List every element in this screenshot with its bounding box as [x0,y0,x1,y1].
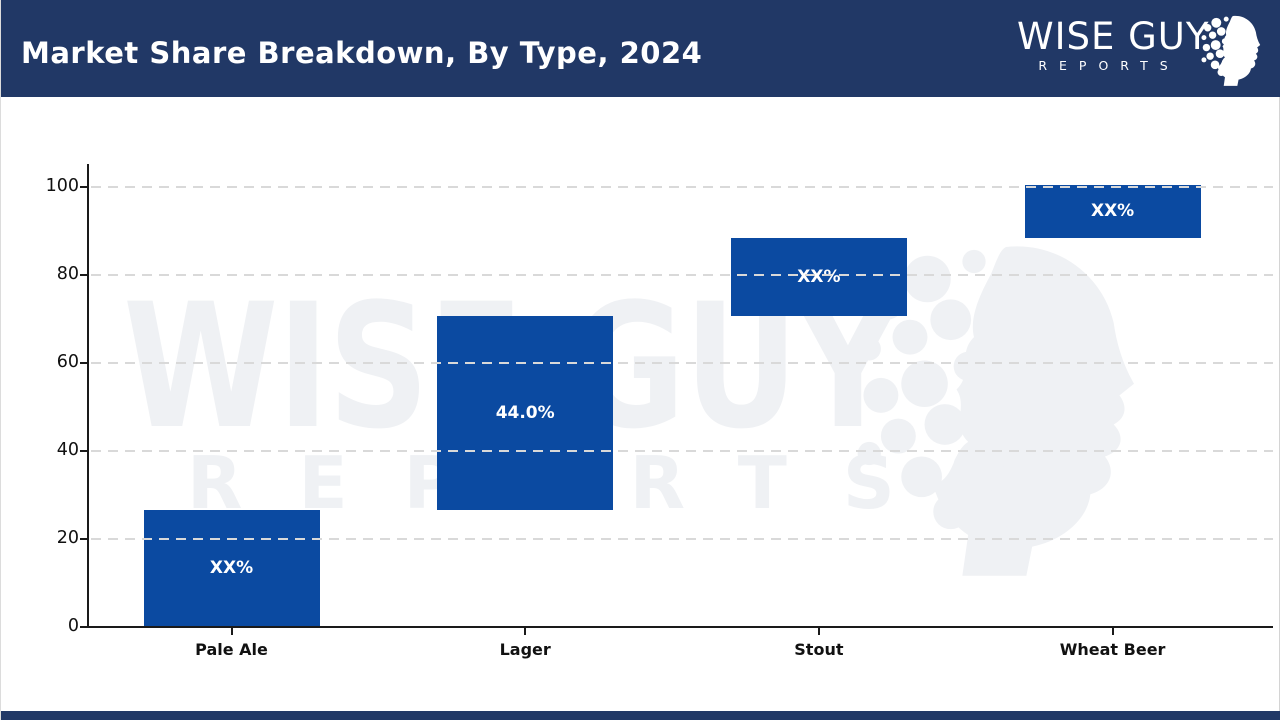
y-grid-line [91,362,1273,364]
x-tick-mark [524,628,527,635]
y-tick-mark [80,450,88,452]
y-tick-mark [80,274,88,276]
chart-title: Market Share Breakdown, By Type, 2024 [21,36,703,70]
y-tick-mark [80,186,88,188]
waterfall-bar: XX% [143,509,320,627]
y-tick-label: 100 [45,176,79,196]
x-tick-mark [1111,628,1114,635]
y-grid-line [91,538,1273,540]
header-bar: Market Share Breakdown, By Type, 2024 WI… [1,0,1280,97]
y-tick-mark [80,538,88,540]
y-tick-mark [80,626,88,628]
y-grid-line [91,450,1273,452]
x-tick-mark [817,628,820,635]
waterfall-bar: 44.0% [437,316,614,510]
y-grid-line [91,186,1273,188]
x-category-label: Wheat Beer [1059,640,1166,659]
bar-value-label: 44.0% [495,403,555,424]
y-tick-label: 40 [56,440,79,460]
waterfall-bar: XX% [730,237,907,317]
waterfall-bar: XX% [1024,185,1201,238]
logo-reports-text: REPORTS [1038,58,1180,73]
wise-guy-reports-logo: WISE GUY REPORTS [1017,10,1267,90]
x-category-label: Lager [499,640,551,659]
y-tick-label: 0 [67,616,79,636]
x-category-label: Pale Ale [195,640,268,659]
y-grid-line [91,274,1273,276]
y-tick-label: 60 [56,352,79,372]
bar-value-label: XX% [797,266,841,287]
y-tick-label: 80 [56,264,79,284]
footer-bar [1,711,1280,720]
logo-wiseguy-text: WISE GUY [1017,15,1210,58]
bar-value-label: XX% [209,558,254,579]
x-axis-line [87,626,1273,628]
bar-value-label: XX% [1090,201,1135,222]
x-tick-mark [230,628,233,635]
y-tick-label: 20 [56,528,79,548]
y-axis-line [87,164,89,628]
logo-face-icon [1201,15,1261,86]
x-category-label: Stout [794,640,844,659]
y-tick-mark [80,362,88,364]
